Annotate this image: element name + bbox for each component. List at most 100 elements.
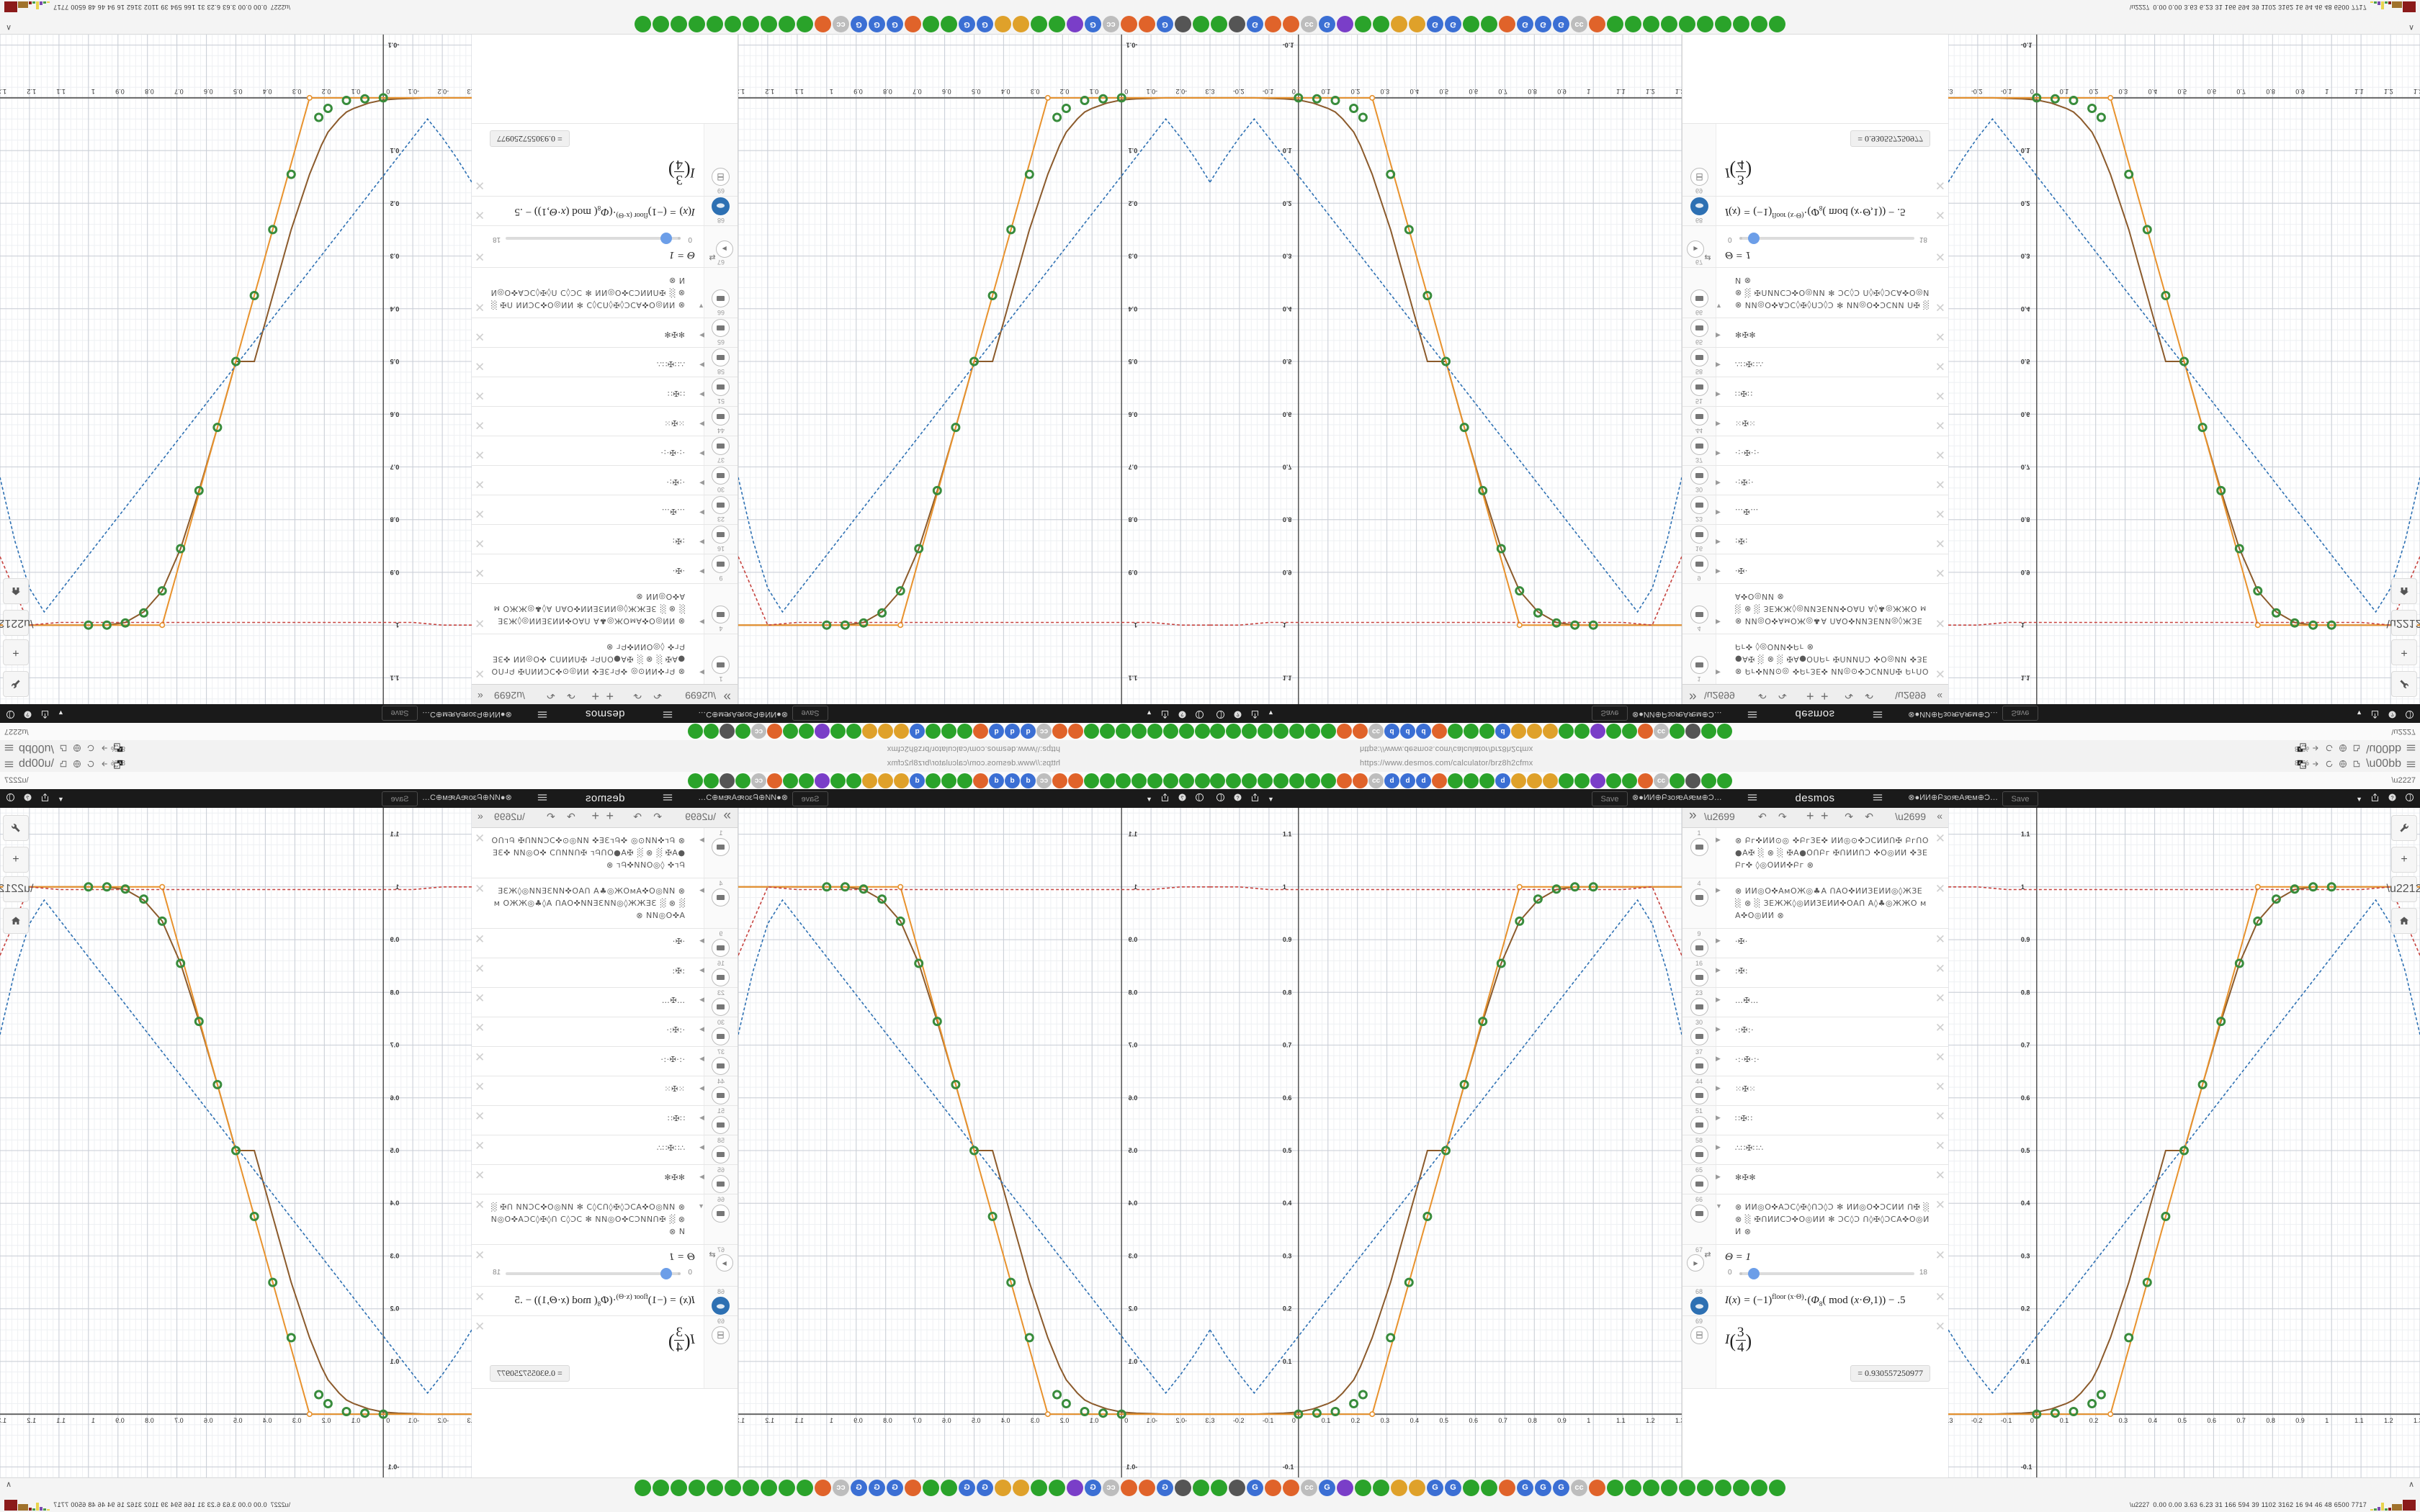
settings-gear-icon-left[interactable]: \u2699: [685, 690, 716, 701]
delete-expression-icon[interactable]: ✕: [475, 1140, 485, 1152]
graph-pane-left[interactable]: -0.3-0.2-0.100.10.20.30.40.50.60.70.80.9…: [738, 808, 1210, 1477]
delete-expression-icon[interactable]: ✕: [1935, 617, 1945, 629]
expression-content[interactable]: ✕ ▶ ·✠·: [471, 554, 704, 583]
grid-icon[interactable]: [815, 1480, 831, 1496]
add-expression-button-left[interactable]: +: [606, 809, 614, 822]
grid-icon[interactable]: [1337, 17, 1353, 33]
bookmark-item[interactable]: [1116, 773, 1131, 788]
expression-color-bullet[interactable]: [712, 496, 730, 514]
bookmark-item[interactable]: [1163, 724, 1178, 739]
slider-handle[interactable]: [660, 1268, 672, 1279]
expression-row[interactable]: 23 ✕ ▶ …✠…: [471, 988, 738, 1017]
bookmark-item[interactable]: cc: [751, 773, 766, 788]
delete-expression-icon[interactable]: ✕: [1935, 330, 1945, 343]
expression-disclosure-icon[interactable]: ▶: [1716, 331, 1721, 339]
graph-menu-icon-left[interactable]: [663, 793, 673, 803]
vs-icon[interactable]: [1049, 1480, 1065, 1496]
header-help-icon[interactable]: ?: [1233, 706, 1242, 719]
chrome-icon[interactable]: [1139, 17, 1155, 33]
header-globe-icon[interactable]: [1195, 706, 1204, 719]
expression-content[interactable]: ✕ ▶ ∴∷✠∷∴: [1716, 1135, 1949, 1164]
expression-content[interactable]: ✕ ▶:✠:: [471, 958, 704, 987]
expression-disclosure-icon[interactable]: ▶: [699, 508, 704, 516]
expression-color-bullet[interactable]: [712, 998, 730, 1016]
expression-content[interactable]: ✕ ▶ ∴∷✠∷∴: [471, 1135, 704, 1164]
expression-content[interactable]: ✕ ▶ ∴∷✠∷∴: [1716, 348, 1949, 377]
delete-expression-icon[interactable]: ✕: [475, 251, 485, 263]
parameter-slider[interactable]: 0 18: [1725, 1268, 1930, 1279]
delete-expression-icon[interactable]: ✕: [1935, 1169, 1945, 1182]
expression-content[interactable]: ✕ ▶ ⊗ ИИ◎О✜АмОЖ◎♣֐А ՈАО✜ИИЗЕИИ◎◊ЖЗЕ ░ ⊗ ░ …: [471, 584, 704, 634]
expression-content[interactable]: ✕ ▶ ⁙✠⁙: [471, 407, 704, 436]
expression-disclosure-icon[interactable]: ▼: [698, 302, 704, 310]
terminal-icon[interactable]: [1769, 17, 1785, 33]
reload-icon[interactable]: [2325, 760, 2334, 768]
expression-content[interactable]: ✕ I(3 4) = 0.930557250977: [1716, 1316, 1949, 1388]
expression-row[interactable]: 51 ✕ ▶ ∷✠∷: [1682, 377, 1949, 406]
bookmark-item[interactable]: [1179, 773, 1194, 788]
undo-button[interactable]: ↶: [1758, 811, 1767, 822]
home-icon[interactable]: [2391, 578, 2417, 604]
header-globe-icon[interactable]: [1195, 793, 1204, 806]
expression-color-bullet[interactable]: [712, 168, 730, 186]
bookmark-item[interactable]: [1195, 724, 1210, 739]
expression-row[interactable]: 30 ✕ ▶ ·:✠:·: [471, 1017, 738, 1047]
expression-disclosure-icon[interactable]: ▶: [699, 668, 704, 676]
data-point[interactable]: [2097, 114, 2105, 121]
header-caret-down-icon-right[interactable]: ▼: [58, 796, 64, 803]
undo-button-right[interactable]: ↶: [547, 690, 555, 701]
delete-expression-icon[interactable]: ✕: [1935, 301, 1945, 313]
clown-icon[interactable]: [779, 1480, 795, 1496]
expression-row[interactable]: 66 ✕ ▼ ⊗ ИИ◎О✜АƆС◊✠◊ՈƆ◊Ɔ ✻ ИИ◎О✜ƆСИИ Ո✠ ░ ⊗…: [1682, 1194, 1949, 1245]
graph-menu-icon-left[interactable]: [663, 709, 673, 719]
delete-expression-icon[interactable]: ✕: [1935, 1199, 1945, 1211]
expression-disclosure-icon[interactable]: ▶: [1716, 1143, 1721, 1151]
bookmark-item[interactable]: [1448, 724, 1463, 739]
settings-gear-icon[interactable]: \u2699: [494, 690, 525, 701]
expression-disclosure-icon[interactable]: ▶: [1716, 836, 1721, 844]
delete-expression-icon[interactable]: ✕: [1935, 963, 1945, 975]
expression-content[interactable]: ✕ ▶ ⊗ ИИ◎О✜АмОЖ◎♣֐А ՈАО✜ИИЗЕИИ◎◊ЖЗЕ ░ ⊗ ░ …: [1716, 878, 1949, 928]
bookmark-item[interactable]: [1511, 724, 1526, 739]
undo-button-right[interactable]: ↶: [1865, 811, 1873, 822]
delete-expression-icon[interactable]: ✕: [475, 537, 485, 549]
expression-content[interactable]: ✕ ▼ ⊗ ИИ◎О✜АƆС◊✠◊ՈƆ◊Ɔ ✻ ИИ◎О✜ƆСИИ Ո✠ ░ ⊗ ░…: [471, 1194, 704, 1244]
expression-content[interactable]: ✕ Θ = 1 0 18: [1716, 226, 1949, 267]
bookmark-item[interactable]: [1116, 724, 1131, 739]
delete-expression-icon[interactable]: ✕: [475, 508, 485, 520]
add-expression-button-right[interactable]: +: [591, 809, 599, 822]
expression-content[interactable]: ✕ Θ = 1 0 18: [471, 1245, 704, 1286]
settings-gear-icon-left[interactable]: \u2699: [1704, 690, 1735, 701]
home-icon[interactable]: [3, 908, 29, 934]
expression-list[interactable]: 1 ✕ ▶ ⊗ Բг✜ИИ⊙◎֐ ✜ԲгЗЕ✜ ИИ◎⊙✜ƆСИИՈ✠ ԲгՈО●А✠…: [471, 34, 738, 684]
bookmark-item[interactable]: [1337, 724, 1352, 739]
expression-color-bullet[interactable]: [712, 606, 730, 624]
cc-icon[interactable]: [797, 17, 813, 33]
header-help-icon-right[interactable]: ?: [23, 706, 32, 719]
expression-disclosure-icon[interactable]: ▶: [1716, 1084, 1721, 1092]
menu-icon[interactable]: [2406, 744, 2416, 752]
data-point[interactable]: [1100, 1410, 1107, 1417]
segment-endpoint[interactable]: [2108, 96, 2112, 100]
segment-endpoint[interactable]: [1046, 96, 1050, 100]
clown-icon[interactable]: G: [869, 17, 885, 33]
bookmark-item[interactable]: [1574, 773, 1590, 788]
firefox-icon[interactable]: [1193, 1480, 1209, 1496]
expression-disclosure-icon[interactable]: ▶: [699, 420, 704, 428]
graph-menu-icon-right[interactable]: [537, 709, 547, 719]
expression-row[interactable]: 16 ✕ ▶:✠:: [1682, 958, 1949, 988]
bookmark-item[interactable]: [973, 724, 988, 739]
forward-icon[interactable]: [100, 744, 109, 752]
opera-icon[interactable]: [941, 1480, 957, 1496]
expression-disclosure-icon[interactable]: ▶: [1716, 996, 1721, 1004]
home-icon[interactable]: [3, 578, 29, 604]
clown-icon[interactable]: cc: [1301, 1480, 1317, 1496]
expression-disclosure-icon[interactable]: ▶: [1716, 618, 1721, 626]
expression-color-bullet[interactable]: [1690, 348, 1708, 366]
expression-color-bullet[interactable]: [1690, 656, 1708, 674]
expression-row[interactable]: 23 ✕ ▶ …✠…: [1682, 988, 1949, 1017]
data-point[interactable]: [1332, 97, 1339, 104]
graph-name-right[interactable]: ⊗●ИИ⊕ԲзоԙАԙм⊕Ɔ…: [422, 710, 512, 719]
data-point[interactable]: [879, 896, 886, 903]
expression-content[interactable]: ✕ ▶ ·✠·: [1716, 929, 1949, 958]
